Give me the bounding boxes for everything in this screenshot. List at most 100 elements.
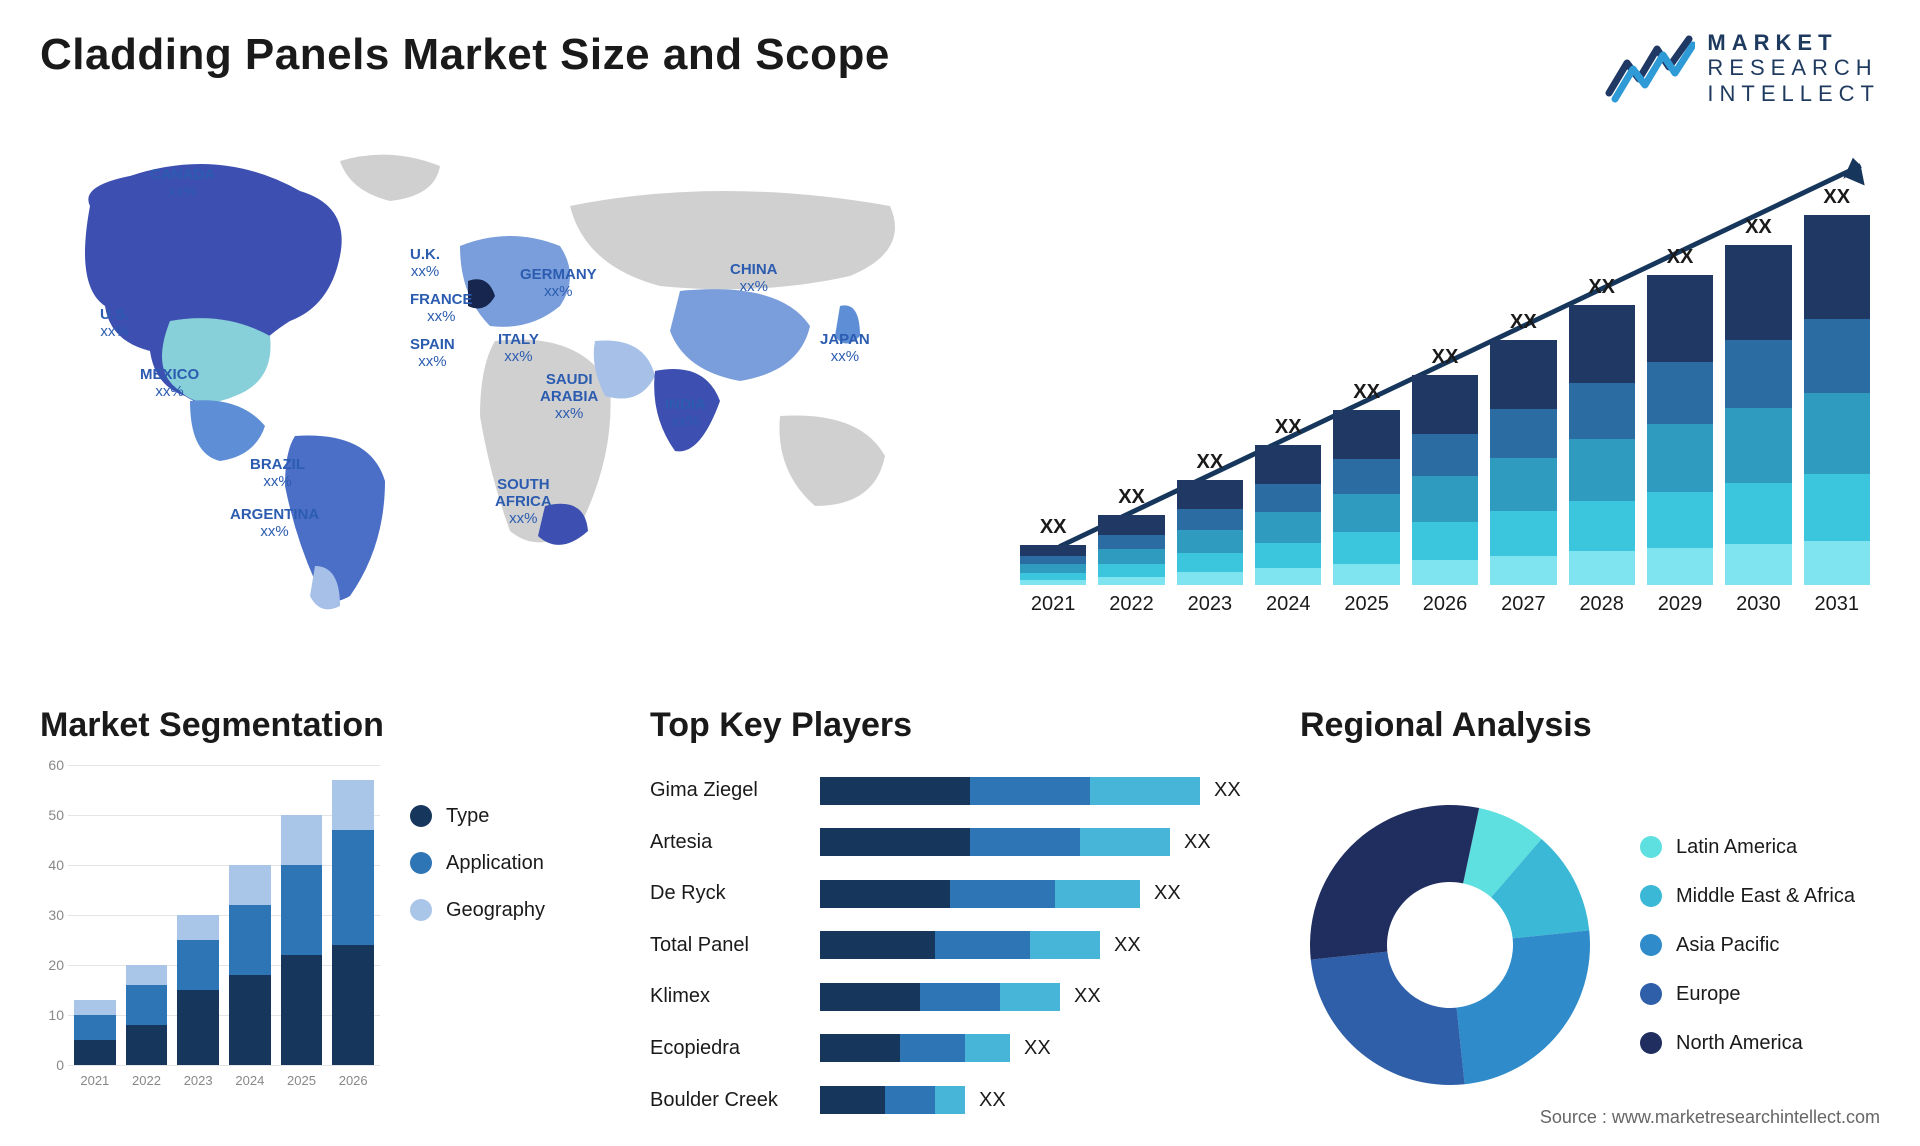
seg-year-label: 2024 [235, 1073, 264, 1088]
player-bar-row: XX [820, 880, 1250, 908]
player-name: Klimex [650, 985, 800, 1008]
legend-item: Latin America [1640, 836, 1855, 859]
players-title: Top Key Players [650, 706, 1250, 745]
country-label: CHINAxx% [730, 261, 778, 296]
player-value: XX [1114, 934, 1141, 957]
legend-swatch [1640, 934, 1662, 956]
player-value: XX [1214, 779, 1241, 802]
seg-year-label: 2025 [287, 1073, 316, 1088]
header: Cladding Panels Market Size and Scope MA… [40, 30, 1880, 106]
country-label: SPAINxx% [410, 336, 455, 371]
player-bar-row: XX [820, 828, 1250, 856]
player-name: Gima Ziegel [650, 779, 800, 802]
bar-year-label: 2026 [1423, 593, 1468, 616]
segmentation-bar: 2026 [332, 780, 374, 1065]
bar-year-label: 2027 [1501, 593, 1546, 616]
country-label: GERMANYxx% [520, 266, 597, 301]
logo-line-1: MARKET [1707, 30, 1880, 55]
source-credit: Source : www.marketresearchintellect.com [1540, 1107, 1880, 1128]
bar-year-label: 2021 [1031, 593, 1076, 616]
bar-year-label: 2023 [1188, 593, 1233, 616]
country-label: MEXICOxx% [140, 366, 199, 401]
growth-bar: XX2030 [1725, 216, 1791, 616]
country-label: SOUTHAFRICAxx% [495, 476, 552, 528]
country-label: ITALYxx% [498, 331, 539, 366]
bottom-row: Market Segmentation 20212022202320242025… [40, 706, 1880, 1126]
logo-icon [1605, 33, 1695, 103]
legend-item: Asia Pacific [1640, 934, 1855, 957]
legend-swatch [1640, 983, 1662, 1005]
bar-year-label: 2030 [1736, 593, 1781, 616]
player-name: Ecopiedra [650, 1037, 800, 1060]
brand-logo: MARKET RESEARCH INTELLECT [1605, 30, 1880, 106]
bar-year-label: 2029 [1658, 593, 1703, 616]
bar-year-label: 2022 [1109, 593, 1154, 616]
legend-item: Europe [1640, 983, 1855, 1006]
y-axis-tick: 60 [48, 757, 64, 773]
legend-swatch [410, 899, 432, 921]
bar-value-label: XX [1510, 311, 1537, 334]
segmentation-bar: 2023 [177, 915, 219, 1065]
donut-slice [1310, 805, 1479, 960]
player-value: XX [1074, 985, 1101, 1008]
growth-bar: XX2021 [1020, 516, 1086, 616]
world-map-panel: CANADAxx%U.S.xx%MEXICOxx%BRAZILxx%ARGENT… [40, 136, 960, 656]
player-bar-row: XX [820, 983, 1250, 1011]
y-axis-tick: 40 [48, 857, 64, 873]
segmentation-bar: 2022 [126, 965, 168, 1065]
page-title: Cladding Panels Market Size and Scope [40, 30, 890, 80]
segmentation-bar: 2021 [74, 1000, 116, 1065]
country-label: FRANCExx% [410, 291, 473, 326]
legend-label: North America [1676, 1032, 1803, 1055]
player-name: Artesia [650, 831, 800, 854]
legend-item: Application [410, 852, 545, 875]
seg-year-label: 2022 [132, 1073, 161, 1088]
logo-line-2: RESEARCH [1707, 55, 1880, 80]
bar-value-label: XX [1667, 246, 1694, 269]
legend-swatch [1640, 836, 1662, 858]
seg-year-label: 2026 [339, 1073, 368, 1088]
player-name: De Ryck [650, 882, 800, 905]
country-label: U.S.xx% [100, 306, 129, 341]
country-label: ARGENTINAxx% [230, 506, 319, 541]
player-name: Boulder Creek [650, 1089, 800, 1112]
growth-bar: XX2028 [1569, 276, 1635, 616]
logo-line-3: INTELLECT [1707, 81, 1880, 106]
legend-label: Middle East & Africa [1676, 885, 1855, 908]
growth-bar: XX 2027 [1490, 311, 1556, 616]
legend-item: Middle East & Africa [1640, 885, 1855, 908]
logo-text: MARKET RESEARCH INTELLECT [1707, 30, 1880, 106]
growth-bar: XX 2024 [1255, 416, 1321, 616]
bar-value-label: XX [1353, 381, 1380, 404]
y-axis-tick: 10 [48, 1007, 64, 1023]
legend-label: Type [446, 805, 489, 828]
bar-year-label: 2024 [1266, 593, 1311, 616]
regional-analysis-panel: Regional Analysis Latin AmericaMiddle Ea… [1300, 706, 1880, 1126]
y-axis-tick: 20 [48, 957, 64, 973]
y-axis-tick: 30 [48, 907, 64, 923]
bar-value-label: XX [1118, 486, 1145, 509]
bar-value-label: XX [1275, 416, 1302, 439]
country-label: CANADAxx% [150, 166, 215, 201]
bar-year-label: 2028 [1579, 593, 1624, 616]
growth-bar: XX2031 [1804, 186, 1870, 616]
growth-bar: XX2023 [1177, 451, 1243, 616]
segmentation-legend: TypeApplicationGeography [410, 765, 545, 1126]
growth-bar: XX 2022 [1098, 486, 1164, 616]
legend-item: Type [410, 805, 545, 828]
top-row: CANADAxx%U.S.xx%MEXICOxx%BRAZILxx%ARGENT… [40, 136, 1880, 656]
segmentation-title: Market Segmentation [40, 706, 600, 745]
growth-bar: XX 2029 [1647, 246, 1713, 616]
seg-year-label: 2023 [184, 1073, 213, 1088]
donut-slice [1311, 952, 1465, 1085]
player-value: XX [1154, 882, 1181, 905]
country-label: JAPANxx% [820, 331, 870, 366]
player-bar-row: XX [820, 931, 1250, 959]
y-axis-tick: 0 [56, 1057, 64, 1073]
player-name: Total Panel [650, 934, 800, 957]
growth-bar-chart: XX2021XX2022XX2023XX2024XX2025XX2026XX20… [1010, 136, 1880, 656]
segmentation-chart: 202120222023202420252026 0102030405060 [40, 765, 380, 1105]
legend-swatch [1640, 885, 1662, 907]
legend-label: Application [446, 852, 544, 875]
legend-swatch [1640, 1032, 1662, 1054]
